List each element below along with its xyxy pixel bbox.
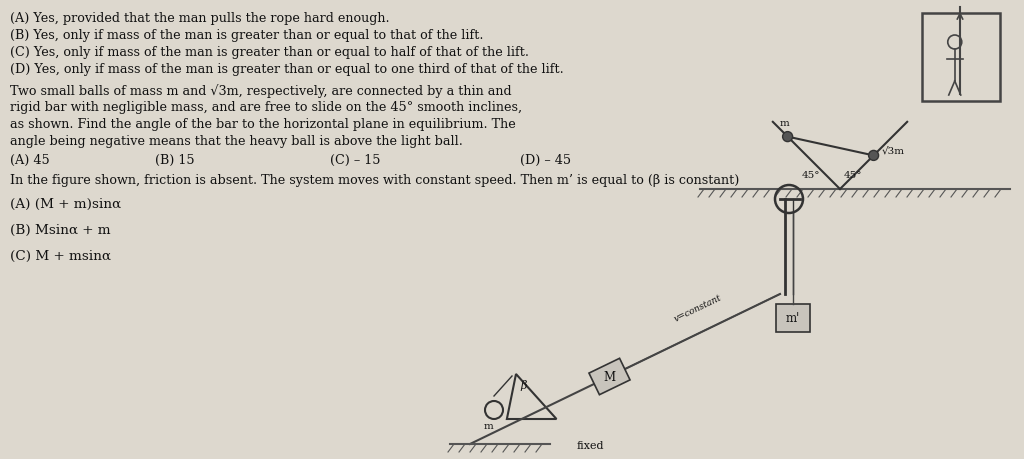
Text: rigid bar with negligible mass, and are free to slide on the 45° smooth inclines: rigid bar with negligible mass, and are … (10, 101, 522, 114)
Text: v=constant: v=constant (673, 292, 723, 323)
Text: angle being negative means that the heavy ball is above the light ball.: angle being negative means that the heav… (10, 134, 463, 148)
Text: (B) Yes, only if mass of the man is greater than or equal to that of the lift.: (B) Yes, only if mass of the man is grea… (10, 29, 483, 42)
Text: (C) M + msinα: (C) M + msinα (10, 249, 111, 263)
Circle shape (868, 151, 879, 161)
Text: fixed: fixed (577, 440, 604, 450)
Text: m: m (484, 421, 494, 430)
Text: m: m (779, 118, 790, 127)
Text: √3m: √3m (882, 146, 904, 155)
Text: Two small balls of mass m and √3m, respectively, are connected by a thin and: Two small balls of mass m and √3m, respe… (10, 84, 512, 97)
Text: 45°: 45° (844, 171, 862, 179)
Text: 45°: 45° (802, 171, 820, 179)
Text: (B) Msinα + m: (B) Msinα + m (10, 224, 111, 236)
Polygon shape (589, 358, 630, 395)
Text: M: M (603, 370, 615, 383)
Text: (D) Yes, only if mass of the man is greater than or equal to one third of that o: (D) Yes, only if mass of the man is grea… (10, 63, 564, 76)
Text: m': m' (785, 312, 800, 325)
Text: (D) – 45: (D) – 45 (520, 154, 571, 167)
Text: (A) 45: (A) 45 (10, 154, 50, 167)
Bar (922, 14, 1000, 102)
Text: In the figure shown, friction is absent. The system moves with constant speed. T: In the figure shown, friction is absent.… (10, 174, 739, 187)
Text: (C) Yes, only if mass of the man is greater than or equal to half of that of the: (C) Yes, only if mass of the man is grea… (10, 46, 529, 59)
Text: β: β (520, 379, 526, 390)
Text: (C) – 15: (C) – 15 (330, 154, 381, 167)
Text: (A) Yes, provided that the man pulls the rope hard enough.: (A) Yes, provided that the man pulls the… (10, 12, 389, 25)
Text: (A) (M + m)sinα: (A) (M + m)sinα (10, 197, 121, 211)
Bar (776, 304, 810, 332)
Text: (B) 15: (B) 15 (155, 154, 195, 167)
Circle shape (782, 132, 793, 142)
Text: as shown. Find the angle of the bar to the horizontal plane in equilibrium. The: as shown. Find the angle of the bar to t… (10, 118, 516, 131)
